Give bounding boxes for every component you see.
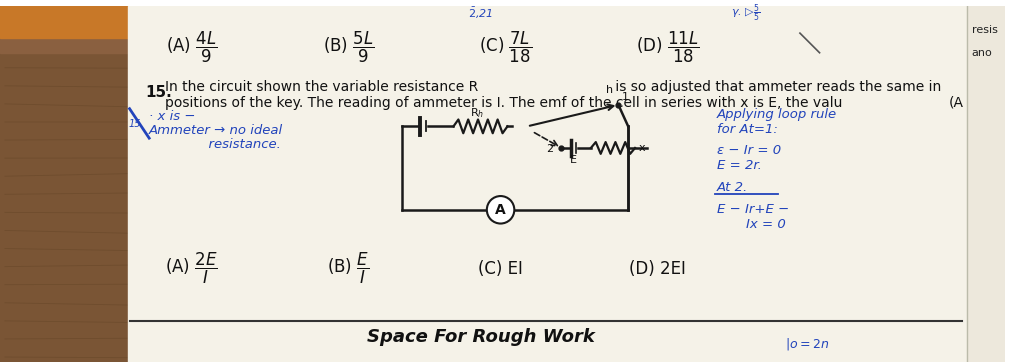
Text: x: x xyxy=(639,143,645,153)
Text: E = 2r.: E = 2r. xyxy=(717,159,762,172)
Text: E: E xyxy=(569,155,577,165)
Bar xyxy=(128,6,967,362)
Text: E − Ir+E −: E − Ir+E − xyxy=(717,203,788,216)
Text: (C) $\dfrac{7L}{18}$: (C) $\dfrac{7L}{18}$ xyxy=(479,30,532,65)
Text: 1: 1 xyxy=(623,92,630,102)
Text: (C) EI: (C) EI xyxy=(478,260,523,278)
Text: Ix = 0: Ix = 0 xyxy=(745,218,785,231)
Text: 15.: 15. xyxy=(145,85,172,99)
Text: positions of the key. The reading of ammeter is I. The emf of the cell in series: positions of the key. The reading of amm… xyxy=(165,96,843,110)
Text: (A: (A xyxy=(949,96,965,110)
Bar xyxy=(0,6,155,38)
Text: ano: ano xyxy=(972,48,992,58)
Text: Space For Rough Work: Space For Rough Work xyxy=(367,329,595,346)
Text: $\gamma$. $\triangleright\frac{5}{5}$: $\gamma$. $\triangleright\frac{5}{5}$ xyxy=(731,3,761,24)
Bar xyxy=(0,6,155,53)
Text: (D) $\dfrac{11L}{18}$: (D) $\dfrac{11L}{18}$ xyxy=(636,30,699,65)
Text: (A) $\dfrac{2E}{I}$: (A) $\dfrac{2E}{I}$ xyxy=(165,251,218,286)
Text: (B) $\dfrac{5L}{9}$: (B) $\dfrac{5L}{9}$ xyxy=(323,30,374,65)
Text: is so adjusted that ammeter reads the same in: is so adjusted that ammeter reads the sa… xyxy=(611,80,942,94)
Text: R$_h$: R$_h$ xyxy=(470,106,484,119)
Circle shape xyxy=(486,196,514,224)
Text: Ammeter → no ideal: Ammeter → no ideal xyxy=(150,124,284,137)
Bar xyxy=(967,6,1006,362)
Text: 2: 2 xyxy=(547,144,554,154)
Text: In the circuit shown the variable resistance R: In the circuit shown the variable resist… xyxy=(165,80,478,94)
Text: · x is −: · x is − xyxy=(150,110,196,123)
Text: A: A xyxy=(496,203,506,217)
Text: resistance.: resistance. xyxy=(150,138,281,151)
Text: h: h xyxy=(605,85,612,95)
Bar xyxy=(0,6,135,362)
Text: for At=1:: for At=1: xyxy=(717,123,777,136)
Text: (D) 2EI: (D) 2EI xyxy=(629,260,686,278)
Text: (B) $\dfrac{E}{I}$: (B) $\dfrac{E}{I}$ xyxy=(328,251,370,286)
Text: $\bar{2}$,21: $\bar{2}$,21 xyxy=(468,6,494,21)
Text: resis: resis xyxy=(972,25,997,35)
Text: $|o = 2n$: $|o = 2n$ xyxy=(785,336,829,352)
Text: Applying loop rule: Applying loop rule xyxy=(717,108,837,121)
Text: 15: 15 xyxy=(128,119,140,129)
Text: (A) $\dfrac{4L}{9}$: (A) $\dfrac{4L}{9}$ xyxy=(166,30,217,65)
Text: At 2.: At 2. xyxy=(717,181,748,194)
Text: ε − Ir = 0: ε − Ir = 0 xyxy=(717,144,780,158)
